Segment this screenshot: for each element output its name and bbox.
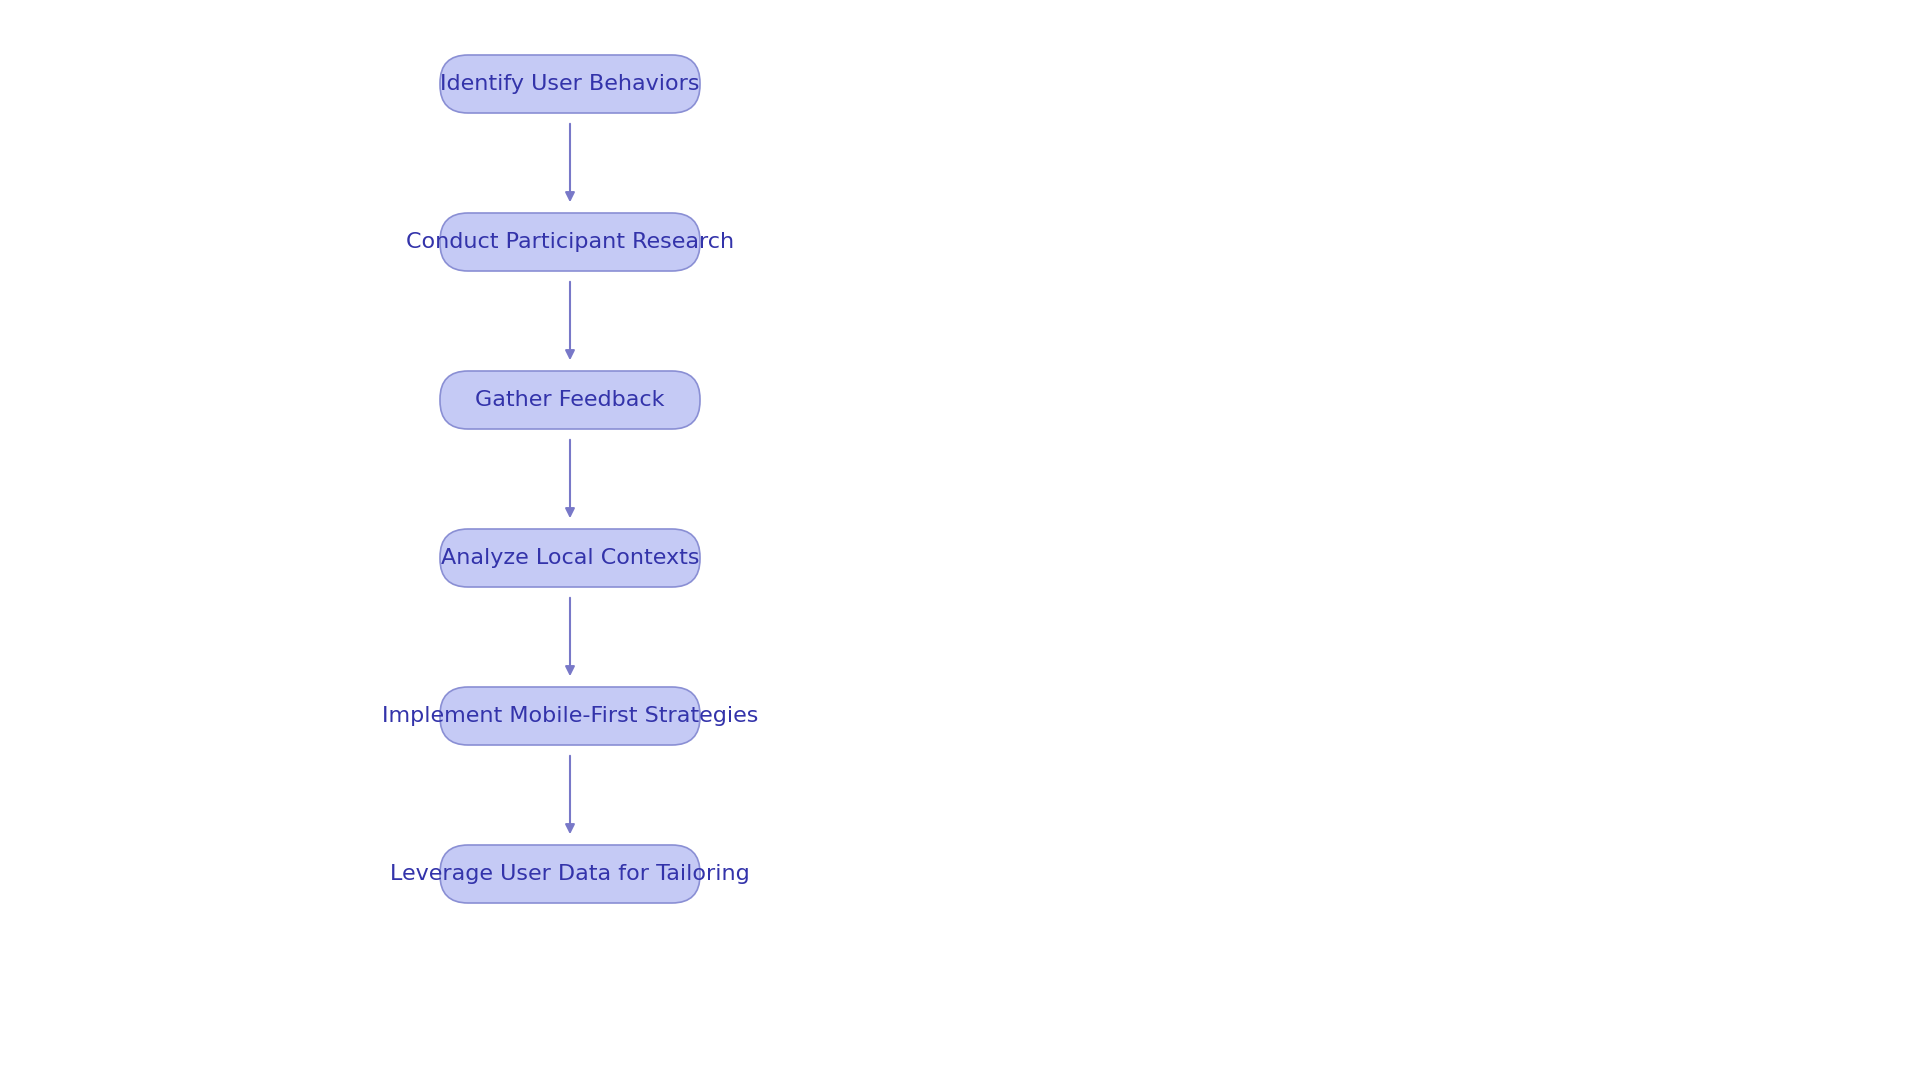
Text: Conduct Participant Research: Conduct Participant Research — [405, 232, 733, 252]
Text: Analyze Local Contexts: Analyze Local Contexts — [442, 548, 699, 567]
FancyBboxPatch shape — [440, 213, 701, 271]
FancyBboxPatch shape — [440, 371, 701, 429]
FancyBboxPatch shape — [440, 55, 701, 113]
FancyBboxPatch shape — [440, 687, 701, 745]
Text: Gather Feedback: Gather Feedback — [476, 390, 664, 410]
Text: Leverage User Data for Tailoring: Leverage User Data for Tailoring — [390, 864, 751, 884]
FancyBboxPatch shape — [440, 845, 701, 903]
Text: Identify User Behaviors: Identify User Behaviors — [440, 74, 699, 94]
Text: Implement Mobile-First Strategies: Implement Mobile-First Strategies — [382, 706, 758, 726]
FancyBboxPatch shape — [440, 529, 701, 587]
